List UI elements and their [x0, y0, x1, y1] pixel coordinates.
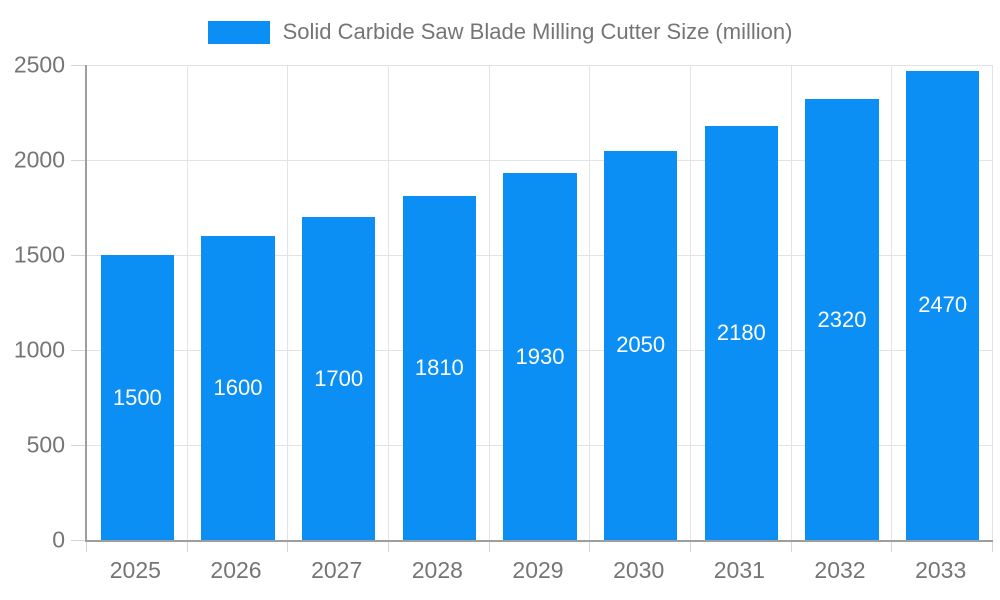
h-gridline	[87, 160, 993, 161]
bar-value-label: 2050	[616, 332, 666, 358]
x-tick	[791, 542, 792, 552]
y-axis-label: 1000	[13, 336, 65, 363]
v-gridline	[992, 65, 993, 540]
v-gridline	[287, 65, 288, 540]
x-axis-label: 2025	[109, 557, 161, 583]
x-axis-label: 2029	[512, 557, 564, 583]
v-gridline	[791, 65, 792, 540]
x-tick	[589, 542, 590, 552]
y-tick	[71, 65, 85, 66]
y-axis-label: 0	[52, 526, 65, 553]
y-axis-label: 2500	[13, 51, 65, 78]
bar-value-label: 2180	[716, 319, 766, 345]
x-axis-label: 2030	[613, 557, 665, 583]
v-gridline	[388, 65, 389, 540]
x-axis-label: 2033	[915, 557, 967, 583]
v-gridline	[891, 65, 892, 540]
bar-2029: 1930	[503, 173, 577, 540]
bar-2033: 2470	[905, 70, 980, 540]
h-gridline	[87, 65, 993, 66]
x-axis-label: 2031	[713, 557, 765, 583]
y-tick	[71, 445, 85, 446]
x-tick	[388, 542, 389, 552]
bar-2030: 2050	[603, 150, 678, 540]
bar-value-label: 2320	[817, 306, 867, 332]
bar-value-label: 1810	[414, 355, 464, 381]
y-tick	[71, 350, 85, 351]
x-axis-label: 2028	[411, 557, 463, 583]
v-gridline	[187, 65, 188, 540]
y-tick	[71, 160, 85, 161]
bar-value-label: 1600	[213, 375, 263, 400]
y-tick	[71, 540, 85, 541]
y-axis: 0 500 1000 1500 2000 2500	[0, 52, 71, 553]
bar-2025: 1500	[100, 255, 175, 540]
x-tick	[992, 542, 993, 552]
x-tick	[86, 542, 87, 552]
chart-legend: Solid Carbide Saw Blade Milling Cutter S…	[0, 19, 1000, 45]
x-tick	[187, 542, 188, 552]
v-gridline	[489, 65, 490, 540]
bar-2028: 1810	[402, 196, 477, 540]
x-axis-label: 2026	[210, 557, 262, 583]
x-tick	[287, 542, 288, 552]
y-axis-label: 500	[26, 431, 65, 458]
bar-value-label: 1700	[314, 365, 364, 391]
x-axis: 2025 2026 2027 2028 2029 2030 2031 2032 2033	[85, 552, 991, 592]
plot-area: 1500 1600 1700 1810 1930 2050 2180 2320 2470	[71, 65, 993, 552]
bar-value-label: 1500	[112, 384, 162, 410]
x-tick	[891, 542, 892, 552]
bar-value-label: 2470	[918, 292, 968, 318]
x-tick	[489, 542, 490, 552]
bar-2032: 2320	[805, 99, 879, 540]
y-axis-label: 2000	[13, 146, 65, 173]
bar-2026: 1600	[201, 236, 275, 540]
y-axis-label: 1500	[13, 241, 65, 268]
v-gridline	[690, 65, 691, 540]
legend-label: Solid Carbide Saw Blade Milling Cutter S…	[282, 19, 793, 44]
x-axis-label: 2027	[311, 557, 363, 583]
bar-2031: 2180	[704, 125, 779, 540]
x-tick	[690, 542, 691, 552]
bar-2027: 1700	[301, 217, 376, 540]
legend-swatch	[207, 20, 270, 44]
bar-value-label: 1930	[515, 343, 565, 369]
y-tick	[71, 255, 85, 256]
v-gridline	[589, 65, 590, 540]
x-axis-label: 2032	[814, 557, 866, 583]
